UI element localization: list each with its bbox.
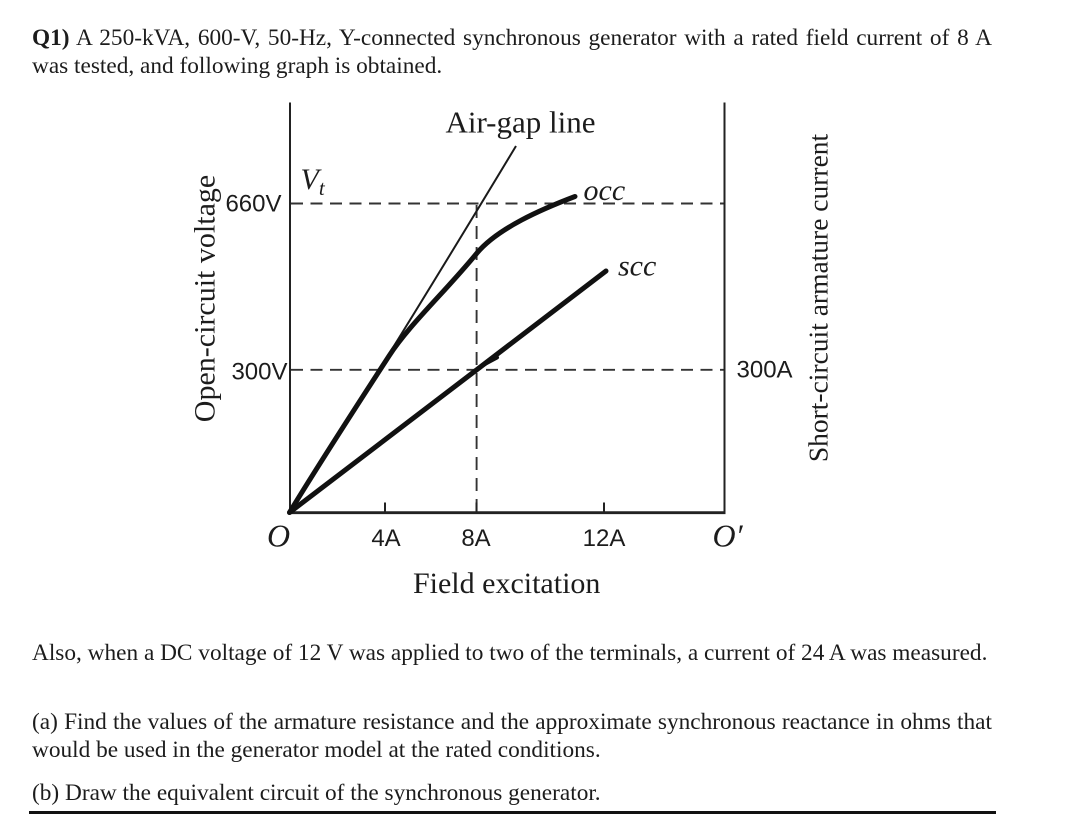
svg-text:12A: 12A: [583, 525, 626, 552]
svg-text:scc: scc: [618, 250, 656, 283]
svg-text:Vt: Vt: [301, 163, 326, 200]
svg-text:660V: 660V: [225, 191, 281, 218]
svg-text:Short-circuit armature current: Short-circuit armature current: [803, 133, 834, 462]
svg-text:Field excitation: Field excitation: [413, 567, 600, 600]
svg-text:O′: O′: [713, 518, 744, 554]
svg-text:300V: 300V: [231, 359, 287, 386]
svg-text:8A: 8A: [461, 525, 490, 552]
svg-text:4A: 4A: [371, 525, 400, 552]
svg-text:O: O: [267, 518, 290, 554]
svg-text:300A: 300A: [737, 357, 793, 384]
svg-text:Open-circuit voltage: Open-circuit voltage: [189, 175, 222, 422]
svg-text:occ: occ: [584, 174, 626, 207]
svg-text:Air-gap line: Air-gap line: [445, 105, 595, 140]
